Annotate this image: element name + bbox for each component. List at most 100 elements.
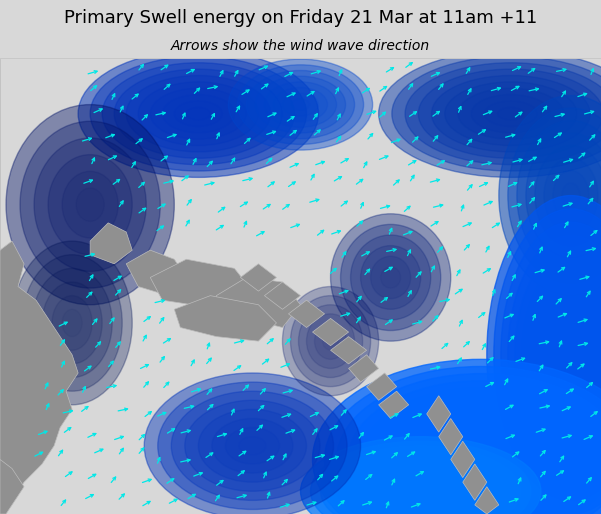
Ellipse shape bbox=[52, 296, 92, 350]
Ellipse shape bbox=[458, 88, 564, 139]
Ellipse shape bbox=[562, 183, 580, 208]
Ellipse shape bbox=[12, 241, 132, 405]
Ellipse shape bbox=[171, 391, 334, 500]
Ellipse shape bbox=[126, 76, 270, 152]
Ellipse shape bbox=[536, 288, 601, 421]
Polygon shape bbox=[439, 418, 463, 455]
Ellipse shape bbox=[325, 366, 601, 514]
Polygon shape bbox=[174, 296, 276, 341]
Ellipse shape bbox=[391, 478, 451, 505]
Ellipse shape bbox=[34, 138, 146, 271]
Ellipse shape bbox=[371, 256, 410, 299]
Ellipse shape bbox=[401, 482, 441, 500]
Ellipse shape bbox=[331, 450, 511, 514]
Ellipse shape bbox=[553, 171, 589, 221]
Ellipse shape bbox=[62, 309, 82, 337]
Ellipse shape bbox=[349, 381, 601, 514]
Ellipse shape bbox=[174, 101, 222, 126]
Ellipse shape bbox=[264, 82, 337, 127]
Ellipse shape bbox=[517, 120, 601, 271]
Ellipse shape bbox=[42, 282, 102, 364]
Ellipse shape bbox=[185, 400, 320, 491]
Ellipse shape bbox=[144, 373, 361, 514]
Ellipse shape bbox=[421, 424, 541, 495]
Ellipse shape bbox=[515, 249, 601, 461]
Ellipse shape bbox=[138, 82, 258, 145]
Ellipse shape bbox=[564, 341, 578, 368]
Polygon shape bbox=[313, 318, 349, 346]
Polygon shape bbox=[463, 464, 487, 500]
Polygon shape bbox=[264, 282, 300, 309]
Ellipse shape bbox=[469, 452, 493, 467]
Ellipse shape bbox=[499, 96, 601, 296]
Ellipse shape bbox=[90, 57, 307, 171]
Ellipse shape bbox=[314, 323, 347, 359]
Ellipse shape bbox=[225, 428, 279, 464]
Ellipse shape bbox=[432, 76, 590, 152]
Ellipse shape bbox=[162, 95, 234, 133]
Ellipse shape bbox=[282, 93, 319, 116]
Ellipse shape bbox=[529, 275, 601, 434]
Polygon shape bbox=[331, 337, 367, 364]
Ellipse shape bbox=[397, 409, 565, 509]
Ellipse shape bbox=[361, 246, 421, 309]
Ellipse shape bbox=[471, 95, 551, 133]
Ellipse shape bbox=[341, 225, 441, 331]
Ellipse shape bbox=[212, 418, 293, 473]
Ellipse shape bbox=[379, 50, 601, 177]
Ellipse shape bbox=[526, 133, 601, 258]
Ellipse shape bbox=[320, 446, 521, 514]
Ellipse shape bbox=[385, 402, 577, 514]
Ellipse shape bbox=[246, 70, 355, 139]
Ellipse shape bbox=[409, 416, 553, 502]
Polygon shape bbox=[0, 59, 78, 514]
Text: Arrows show the wind wave direction: Arrows show the wind wave direction bbox=[171, 39, 430, 53]
Ellipse shape bbox=[410, 487, 431, 496]
Ellipse shape bbox=[307, 314, 355, 369]
Ellipse shape bbox=[550, 315, 592, 395]
Polygon shape bbox=[367, 373, 397, 400]
Polygon shape bbox=[475, 487, 499, 514]
Ellipse shape bbox=[373, 395, 589, 514]
Ellipse shape bbox=[331, 214, 451, 341]
Ellipse shape bbox=[535, 145, 601, 246]
Ellipse shape bbox=[544, 158, 598, 233]
Ellipse shape bbox=[361, 464, 481, 514]
Ellipse shape bbox=[350, 235, 431, 320]
Ellipse shape bbox=[76, 188, 104, 222]
Ellipse shape bbox=[433, 431, 529, 488]
Ellipse shape bbox=[341, 455, 501, 514]
Ellipse shape bbox=[290, 296, 371, 387]
Polygon shape bbox=[288, 300, 325, 327]
Ellipse shape bbox=[299, 305, 362, 377]
Ellipse shape bbox=[484, 101, 537, 126]
Ellipse shape bbox=[32, 268, 112, 377]
Ellipse shape bbox=[237, 65, 364, 144]
Ellipse shape bbox=[445, 82, 577, 145]
Ellipse shape bbox=[487, 196, 601, 514]
Ellipse shape bbox=[228, 59, 373, 150]
Polygon shape bbox=[427, 396, 451, 432]
Ellipse shape bbox=[361, 388, 601, 514]
Ellipse shape bbox=[6, 105, 174, 305]
Ellipse shape bbox=[380, 267, 401, 288]
Ellipse shape bbox=[22, 255, 122, 391]
Ellipse shape bbox=[62, 171, 118, 238]
Ellipse shape bbox=[350, 460, 491, 514]
Ellipse shape bbox=[543, 302, 599, 408]
Polygon shape bbox=[349, 355, 379, 382]
Ellipse shape bbox=[282, 287, 379, 396]
Ellipse shape bbox=[239, 437, 266, 455]
Ellipse shape bbox=[457, 445, 505, 474]
Ellipse shape bbox=[150, 88, 246, 139]
Polygon shape bbox=[379, 391, 409, 418]
Ellipse shape bbox=[20, 121, 160, 288]
Polygon shape bbox=[240, 264, 276, 291]
Text: Primary Swell energy on Friday 21 Mar at 11am +11: Primary Swell energy on Friday 21 Mar at… bbox=[64, 9, 537, 27]
Ellipse shape bbox=[494, 209, 601, 501]
Polygon shape bbox=[451, 441, 475, 478]
Ellipse shape bbox=[300, 437, 541, 514]
Ellipse shape bbox=[380, 473, 461, 509]
Polygon shape bbox=[126, 250, 186, 296]
Ellipse shape bbox=[291, 99, 310, 111]
